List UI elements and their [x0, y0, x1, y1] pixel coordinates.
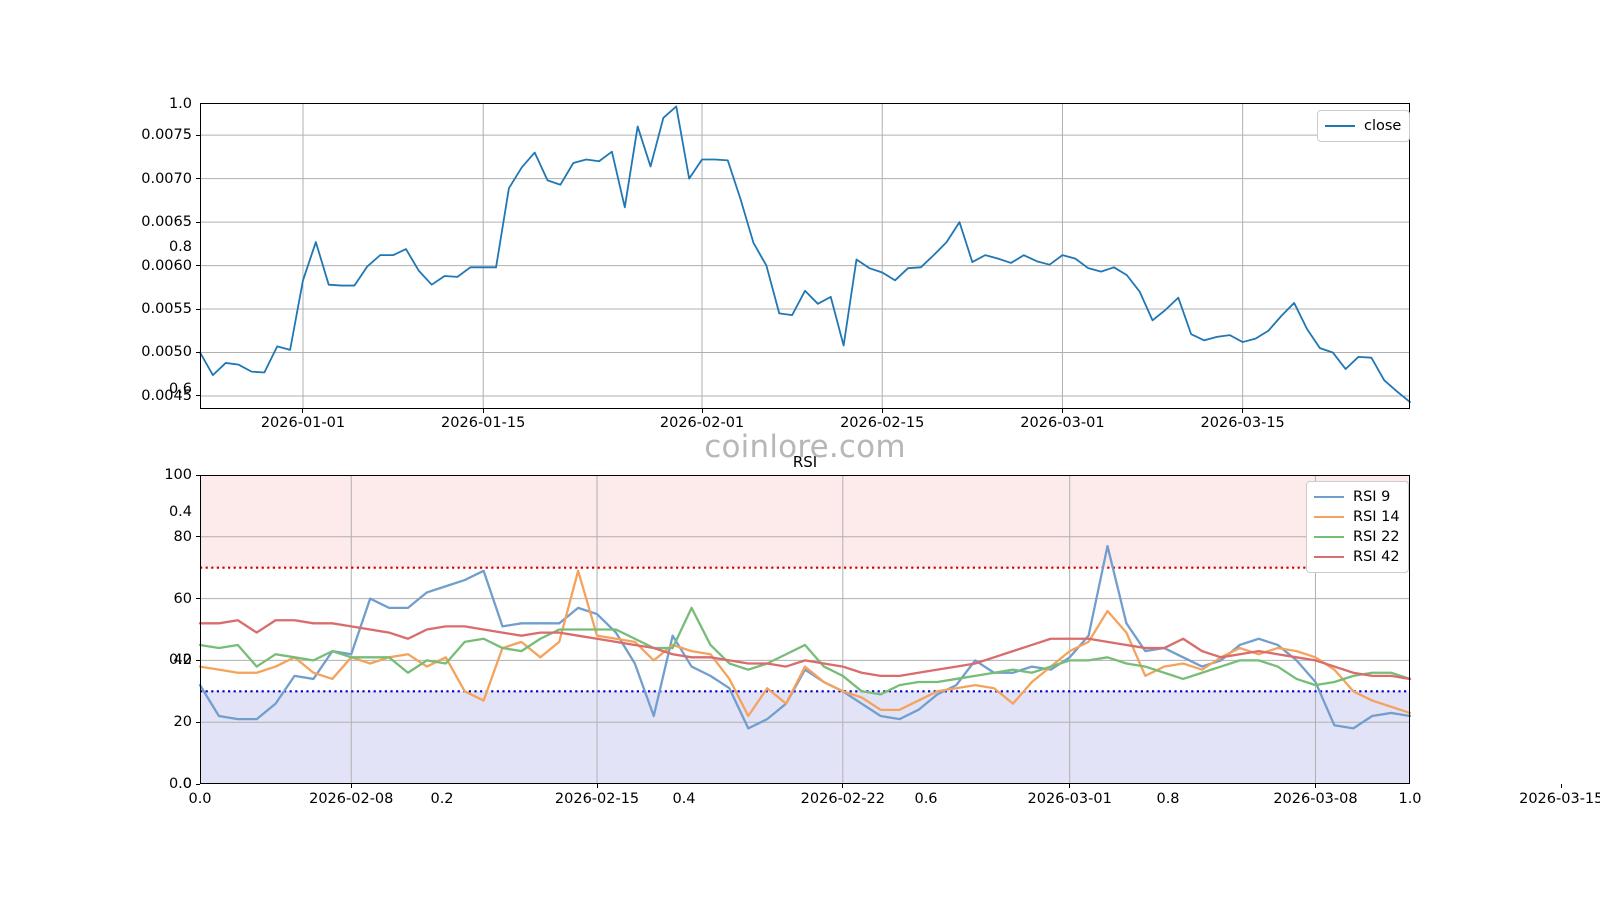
watermark: coinlore.com [704, 429, 906, 465]
rsi-xtick-label: 2026-02-22 [800, 791, 885, 807]
rsi-legend-label: RSI 9 [1353, 488, 1391, 505]
rsi-xtick-mark [1314, 784, 1316, 788]
rsi-xtick-label: 2026-03-01 [1027, 791, 1112, 807]
price-ytick-mark [196, 221, 200, 223]
price-ytick-mark [196, 134, 200, 136]
price-grid [200, 103, 1410, 409]
price-xtick-mark [881, 409, 883, 413]
rsi-ghost-xtick-label: 0.2 [430, 791, 454, 807]
rsi-xtick-label: 2026-02-08 [309, 791, 394, 807]
rsi-ytick-label: 80 [173, 528, 192, 545]
price-ytick-mark [196, 395, 200, 397]
rsi-ghost-xtick-label: 1.0 [1398, 791, 1422, 807]
rsi-ytick-mark [196, 598, 200, 600]
legend-line-swatch-icon [1325, 125, 1355, 127]
rsi-chart-axes [198, 475, 1412, 784]
rsi-legend-item[interactable]: RSI 9 [1314, 487, 1400, 507]
rsi-ghost-xtick-label: 0.4 [672, 791, 696, 807]
rsi-legend-item[interactable]: RSI 42 [1314, 547, 1400, 567]
price-ytick-mark [196, 178, 200, 180]
rsi-ytick-mark [196, 783, 200, 785]
price-xtick-mark [1061, 409, 1063, 413]
rsi-legend-label: RSI 14 [1353, 508, 1400, 525]
rsi-line-series [198, 544, 1412, 730]
price-ytick-mark [196, 351, 200, 353]
rsi-ytick-label: 0 [182, 775, 192, 792]
price-ytick-label: 0.0050 [141, 344, 192, 361]
price-chart-axes [199, 103, 1411, 409]
rsi-plot-frame [200, 475, 1410, 784]
price-ytick-label: 0.0045 [141, 387, 192, 404]
rsi-ytick-mark [196, 474, 200, 476]
price-line-series [199, 105, 1411, 403]
price-ytick-mark [196, 308, 200, 310]
price-xtick-mark [302, 409, 304, 413]
rsi-legend-label: RSI 22 [1353, 528, 1400, 545]
legend-line-swatch-icon [1314, 516, 1344, 518]
price-xtick-mark [701, 409, 703, 413]
rsi-legend-item[interactable]: RSI 22 [1314, 527, 1400, 547]
rsi-xtick-label: 2026-03-15 [1519, 791, 1600, 807]
rsi-ytick-label: 100 [164, 466, 192, 483]
price-xtick-mark [1242, 409, 1244, 413]
rsi-ghost-ytick-label: 0.0 [168, 775, 192, 792]
price-xtick-label: 2026-03-01 [1020, 415, 1105, 431]
price-ytick-label: 0.0070 [141, 170, 192, 187]
price-xtick-mark [482, 409, 484, 413]
price-xtick-label: 2026-02-15 [840, 415, 925, 431]
price-plot-frame [200, 103, 1410, 409]
legend-line-swatch-icon [1314, 536, 1344, 538]
price-ghost-ytick-label: 1.0 [168, 95, 192, 112]
price-ytick-label: 0.0055 [141, 300, 192, 317]
rsi-ghost-xtick-label: 0.8 [1156, 791, 1180, 807]
price-legend[interactable]: close [1317, 110, 1411, 142]
price-ytick-label: 0.0065 [141, 213, 192, 230]
rsi-xtick-mark [350, 784, 352, 788]
price-xtick-label: 2026-02-01 [659, 415, 745, 431]
rsi-ytick-mark [196, 721, 200, 723]
rsi-xtick-label: 2026-03-08 [1273, 791, 1358, 807]
price-legend-label: close [1364, 117, 1402, 134]
legend-line-swatch-icon [1314, 496, 1344, 498]
rsi-ghost-ytick-label: 0.2 [168, 651, 192, 668]
price-xtick-label: 2026-01-15 [441, 415, 526, 431]
rsi-ytick-mark [196, 536, 200, 538]
rsi-ytick-label: 20 [173, 713, 192, 730]
rsi-title: RSI [792, 453, 818, 471]
rsi-grid [200, 475, 1410, 784]
rsi-xtick-mark [1069, 784, 1071, 788]
rsi-ytick-label: 40 [173, 652, 192, 669]
rsi-ghost-ytick-label: 0.4 [168, 503, 192, 520]
rsi-ytick-label: 60 [173, 590, 192, 607]
price-xtick-label: 2026-01-01 [260, 415, 346, 431]
price-ghost-ytick-label: 0.8 [168, 238, 192, 255]
price-xtick-label: 2026-03-15 [1200, 415, 1285, 431]
price-ytick-label: 0.0060 [141, 257, 192, 274]
rsi-xtick-mark [842, 784, 844, 788]
rsi-ghost-xtick-label: 0.6 [914, 791, 938, 807]
rsi-xtick-mark [596, 784, 598, 788]
legend-line-swatch-icon [1314, 556, 1344, 558]
rsi-legend-label: RSI 42 [1353, 548, 1400, 565]
rsi-ghost-xtick-label: 0.0 [188, 791, 212, 807]
price-ytick-label: 0.0075 [141, 126, 192, 143]
price-ytick-mark [196, 265, 200, 267]
rsi-xtick-label: 2026-02-15 [554, 791, 640, 807]
rsi-legend[interactable]: RSI 9 RSI 14 RSI 22 RSI 42 [1306, 481, 1409, 573]
price-ghost-ytick-label: 0.6 [168, 380, 192, 397]
rsi-xtick-mark [1560, 784, 1562, 788]
rsi-legend-item[interactable]: RSI 14 [1314, 507, 1400, 527]
price-legend-item[interactable]: close [1325, 116, 1401, 136]
rsi-ytick-mark [196, 659, 200, 661]
